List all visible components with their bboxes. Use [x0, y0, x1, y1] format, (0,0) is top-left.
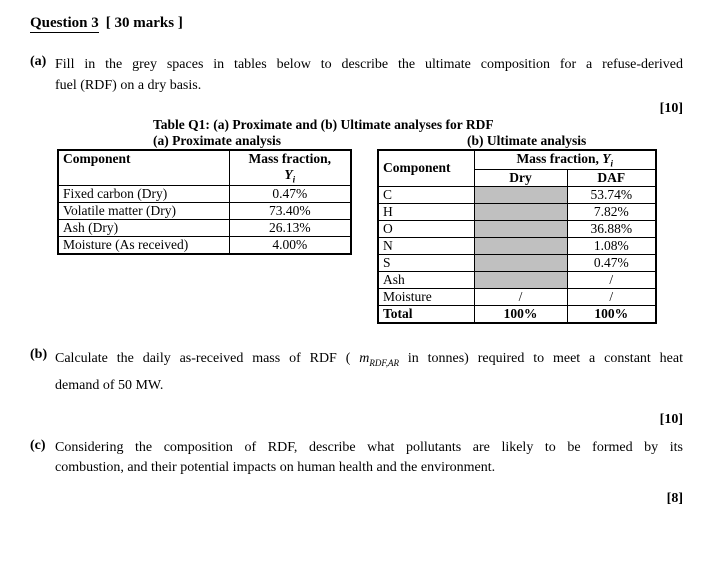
value-cell: 100%: [473, 304, 568, 324]
ultimate-header-component: Component: [377, 149, 475, 187]
part-b-line1: Calculate the daily as-received mass of …: [55, 350, 683, 368]
grey-fill-cell: [473, 253, 568, 272]
component-cell: Moisture: [377, 287, 475, 306]
part-b-text: Calculate the daily as-received mass of …: [55, 347, 683, 399]
ultimate-header-mass-fraction: Mass fraction, Yi: [473, 149, 657, 170]
part-c-line2: combustion, and their potential impacts …: [55, 460, 496, 476]
proximate-table: Component Mass fraction, Yi Fixed carbon…: [57, 149, 352, 255]
table-row: Total 100% 100%: [377, 304, 657, 324]
value-cell: 26.13%: [228, 219, 352, 237]
proximate-header-mass-fraction: Mass fraction, Yi: [228, 149, 352, 186]
value-cell: 0.47%: [566, 253, 657, 272]
value-cell: 0.47%: [228, 185, 352, 203]
component-cell: Fixed carbon (Dry): [57, 185, 230, 203]
table-row: S 0.47%: [377, 253, 657, 272]
part-a-line1: Fill in the grey spaces in tables below …: [55, 57, 683, 72]
part-c-marks: [8]: [666, 491, 683, 507]
value-cell: 7.82%: [566, 202, 657, 221]
value-cell: 36.88%: [566, 219, 657, 238]
part-b-label: (b): [30, 346, 48, 362]
exam-page: Question 3 [ 30 marks ] (a) Fill in the g…: [30, 14, 683, 507]
value-cell: 73.40%: [228, 202, 352, 220]
part-c: (c) Considering the composition of RDF, …: [30, 438, 683, 478]
ultimate-header-daf: DAF: [566, 168, 657, 187]
table-row: Fixed carbon (Dry) 0.47%: [57, 185, 352, 203]
proximate-caption: (a) Proximate analysis: [153, 133, 281, 148]
part-c-label: (c): [30, 438, 46, 454]
component-cell: H: [377, 202, 475, 221]
component-cell: Ash: [377, 270, 475, 289]
table-row: Ash (Dry) 26.13%: [57, 219, 352, 237]
table-row: H 7.82%: [377, 202, 657, 221]
table-row: Volatile matter (Dry) 73.40%: [57, 202, 352, 220]
value-cell: /: [566, 287, 657, 306]
component-cell: Ash (Dry): [57, 219, 230, 237]
part-b: (b) Calculate the daily as-received mass…: [30, 347, 683, 399]
value-cell: /: [566, 270, 657, 289]
table-q1-title: Table Q1: (a) Proximate and (b) Ultimate…: [153, 117, 494, 132]
part-c-text: Considering the composition of RDF, desc…: [55, 438, 683, 478]
value-cell: 4.00%: [228, 236, 352, 255]
ultimate-header-dry: Dry: [473, 168, 568, 187]
table-row: Moisture (As received) 4.00%: [57, 236, 352, 255]
mass-variable: m: [359, 350, 370, 366]
value-cell: 1.08%: [566, 236, 657, 255]
part-a: (a) Fill in the grey spaces in tables be…: [30, 54, 683, 96]
part-a-marks: [10]: [659, 101, 683, 116]
question-title: Question 3: [30, 15, 99, 33]
grey-fill-cell: [473, 219, 568, 238]
table-q1-area: Table Q1: (a) Proximate and (b) Ultimate…: [57, 117, 683, 324]
component-cell: O: [377, 219, 475, 238]
table-row: Moisture / /: [377, 287, 657, 306]
proximate-analysis-block: (a) Proximate analysis Component Mass fr…: [57, 133, 352, 255]
part-a-text: Fill in the grey spaces in tables below …: [55, 54, 683, 96]
component-cell: Moisture (As received): [57, 236, 230, 255]
component-cell: C: [377, 185, 475, 204]
value-cell: 100%: [566, 304, 657, 324]
table-row: O 36.88%: [377, 219, 657, 238]
part-b-marks: [10]: [659, 412, 683, 428]
part-b-line2: demand of 50 MW.: [55, 378, 164, 394]
proximate-header-component: Component: [57, 149, 230, 186]
part-a-line2: fuel (RDF) on a dry basis.: [55, 78, 202, 93]
ultimate-analysis-block: (b) Ultimate analysis Component Mass fra…: [377, 133, 657, 324]
part-c-line1: Considering the composition of RDF, desc…: [55, 440, 683, 456]
grey-fill-cell: [473, 236, 568, 255]
table-row: N 1.08%: [377, 236, 657, 255]
table-row: C 53.74%: [377, 185, 657, 204]
grey-fill-cell: [473, 185, 568, 204]
component-cell: Total: [377, 304, 475, 324]
ultimate-table: Component Mass fraction, Yi Dry DAF C 53…: [377, 149, 657, 324]
grey-fill-cell: [473, 202, 568, 221]
question-heading: Question 3 [ 30 marks ]: [30, 14, 683, 33]
grey-fill-cell: [473, 270, 568, 289]
question-total-marks: [ 30 marks ]: [105, 15, 183, 31]
component-cell: S: [377, 253, 475, 272]
table-row: Ash /: [377, 270, 657, 289]
part-a-label: (a): [30, 54, 47, 69]
value-cell: 53.74%: [566, 185, 657, 204]
value-cell: /: [473, 287, 568, 306]
component-cell: N: [377, 236, 475, 255]
component-cell: Volatile matter (Dry): [57, 202, 230, 220]
ultimate-caption: (b) Ultimate analysis: [467, 133, 587, 148]
mass-variable-subscript: RDF,AR: [369, 357, 399, 368]
